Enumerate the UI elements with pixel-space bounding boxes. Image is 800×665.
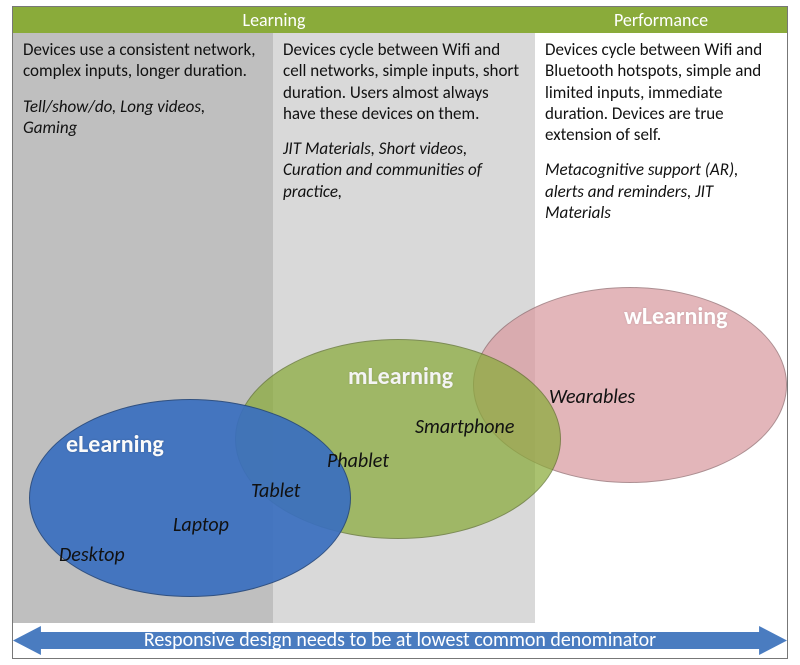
label-mlearning: mLearning: [348, 362, 453, 391]
col3-desc: Devices cycle between Wifi and Bluetooth…: [545, 39, 777, 145]
header-performance: Performance: [535, 9, 787, 31]
device-phablet: Phablet: [327, 449, 389, 473]
col3-examples: Metacognitive support (AR), alerts and r…: [545, 159, 777, 223]
col2-desc: Devices cycle between Wifi and cell netw…: [283, 39, 525, 124]
device-smartphone: Smartphone: [415, 415, 514, 439]
ellipse-elearning: eLearning: [29, 399, 351, 597]
diagram-frame: Learning Performance Devices use a consi…: [12, 6, 788, 659]
device-tablet: Tablet: [251, 479, 300, 503]
device-laptop: Laptop: [173, 513, 229, 537]
col1-desc: Devices use a consistent network, comple…: [23, 39, 263, 82]
device-desktop: Desktop: [59, 543, 125, 567]
footer-text: Responsive design needs to be at lowest …: [144, 628, 656, 652]
header-learning: Learning: [13, 9, 535, 31]
header-bar: Learning Performance: [13, 7, 787, 33]
footer-arrow: Responsive design needs to be at lowest …: [13, 623, 787, 658]
label-elearning: eLearning: [66, 430, 164, 459]
col1-examples: Tell/show/do, Long videos, Gaming: [23, 96, 263, 139]
label-wlearning: wLearning: [624, 302, 728, 331]
device-wearables: Wearables: [549, 385, 635, 409]
col2-examples: JIT Materials, Short videos, Curation an…: [283, 138, 525, 202]
